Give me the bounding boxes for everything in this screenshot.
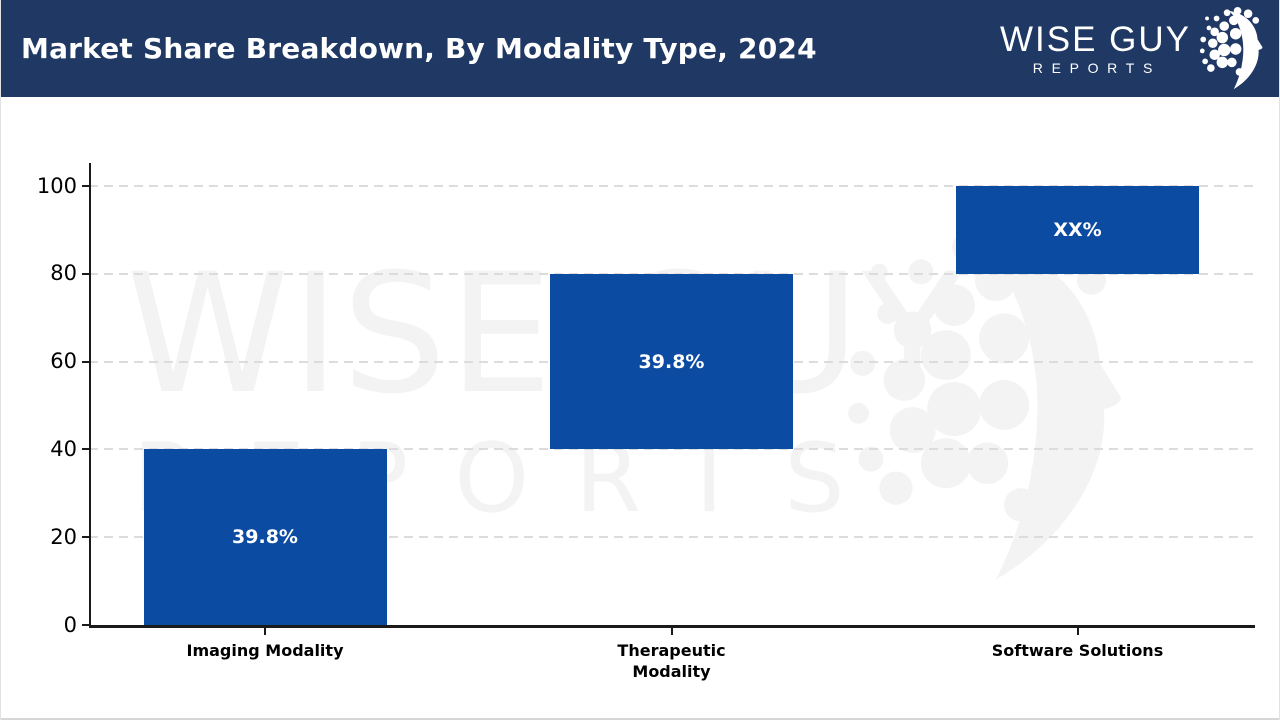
x-axis-spine: [89, 625, 1255, 628]
y-tick-100: [82, 185, 89, 187]
watermark-wordmark: WISE GUY: [126, 238, 965, 430]
wise-guy-head-icon: [1199, 6, 1263, 89]
brand-name: WISE GUY: [999, 20, 1191, 59]
bar-value-label: XX%: [1053, 218, 1102, 241]
y-tick-label-0: 0: [63, 612, 77, 637]
gridline-100: [89, 185, 1254, 187]
bar-imaging-modality: [143, 449, 387, 625]
category-label-3: Software Solutions: [991, 641, 1164, 660]
y-tick-label-20: 20: [50, 524, 77, 549]
watermark-head-icon: [848, 222, 1121, 580]
gridline-20: [89, 536, 1254, 539]
brand-logo: WISE GUY REPORTS: [1000, 6, 1263, 91]
bottom-border: [1, 718, 1279, 720]
y-tick-label-100: 100: [36, 173, 77, 198]
y-tick-label-40: 40: [50, 436, 77, 461]
bar-software-solutions: [956, 186, 1199, 274]
y-tick-40: [82, 448, 89, 451]
y-tick-label-80: 80: [50, 261, 77, 286]
y-axis-spine: [89, 163, 91, 627]
y-tick-80: [82, 272, 89, 275]
brand-subtitle: REPORTS: [1032, 60, 1161, 76]
x-tick-1: [264, 628, 266, 635]
category-label-2: Therapeutic Modality: [617, 641, 726, 681]
bar-value-label: 39.8%: [638, 350, 705, 373]
header: Market Share Breakdown, By Modality Type…: [1, 0, 1279, 97]
y-tick-label-60: 60: [50, 349, 77, 374]
y-tick-0: [82, 624, 89, 626]
gridline-40: [89, 448, 1254, 451]
bar-value-label: 39.8%: [232, 526, 298, 549]
x-tick-2: [670, 628, 673, 635]
x-tick-3: [1076, 628, 1079, 635]
brand-wordmark: WISE GUY REPORTS: [1000, 22, 1191, 75]
y-tick-20: [82, 536, 89, 539]
chart-title: Market Share Breakdown, By Modality Type…: [21, 32, 817, 65]
y-tick-60: [82, 360, 89, 363]
category-label-1: Imaging Modality: [186, 641, 344, 660]
bar-therapeutic-modality: [550, 273, 793, 450]
